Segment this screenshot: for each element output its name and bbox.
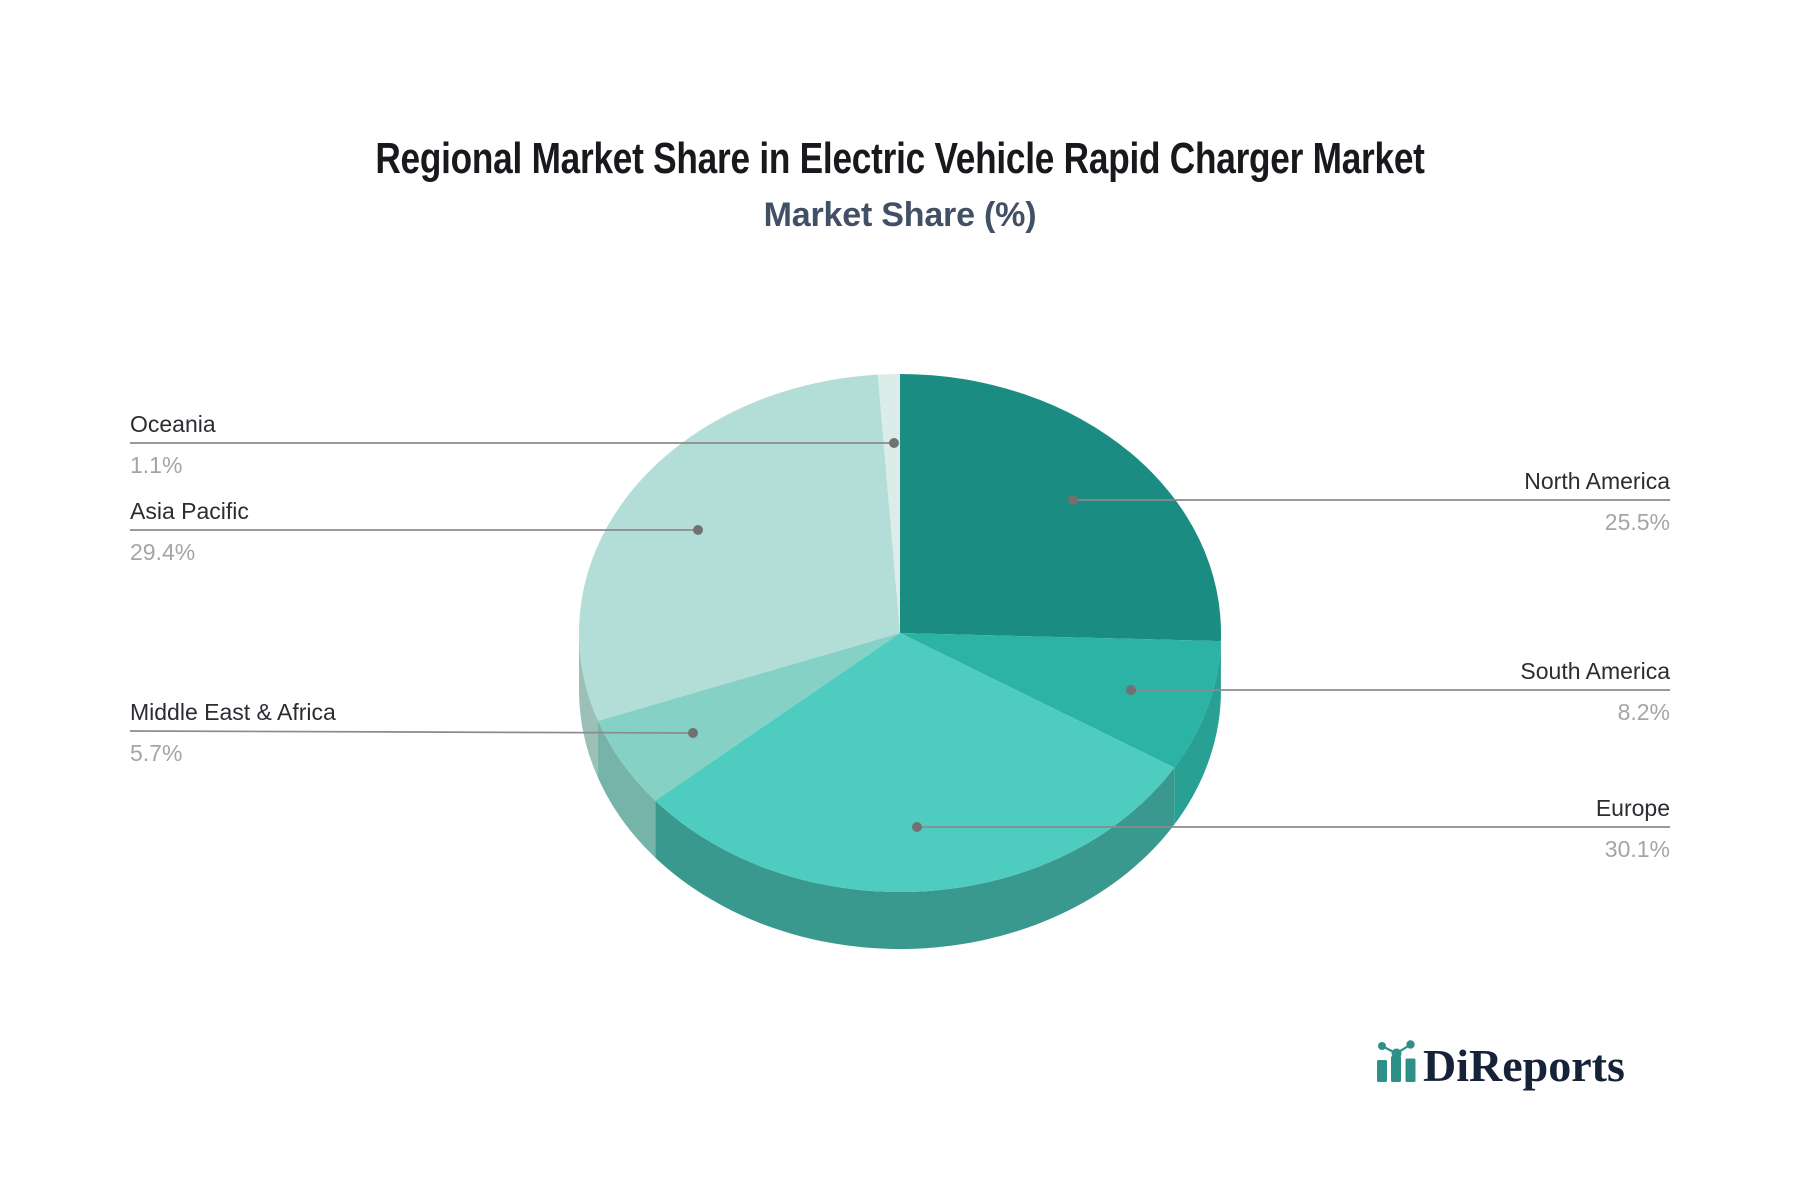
callout-label-asia-pacific: Asia Pacific [130,497,249,524]
callout-value-oceania: 1.1% [130,452,183,478]
callout-label-europe: Europe [1595,794,1670,821]
callout-value-middle-east-africa: 5.7% [130,740,183,766]
callout-label-middle-east-africa: Middle East & Africa [130,698,336,725]
pie-slice-side-middle-east-africa [597,720,656,858]
direports-logo-text: DiReports [1423,1040,1625,1091]
callout-value-asia-pacific: 29.4% [130,539,196,565]
callout-dot-europe [912,822,922,832]
direports-logo: DiReports [1376,1030,1666,1096]
chart-subtitle: Market Share (%) [763,196,1037,234]
callout-value-europe: 30.1% [1604,836,1670,862]
callout-dot-middle-east-africa [688,728,698,738]
callout-label-south-america: South America [1520,657,1670,684]
pie-slice-side-south-america [1174,641,1221,825]
callout-value-north-america: 25.5% [1604,509,1670,535]
pie-slice-side-europe [655,767,1175,949]
callout-dot-south-america [1126,685,1136,695]
pie-slice-middle-east-africa [597,633,900,801]
pie-tops-group [579,374,1221,893]
callout-value-south-america: 8.2% [1617,699,1670,725]
pie-sides-group [579,633,1221,949]
callout-dot-asia-pacific [693,525,703,535]
direports-logo-icon [1377,1040,1416,1082]
callout-line-middle-east-africa [129,730,694,734]
callout-lines-group [129,438,1670,832]
callout-label-north-america: North America [1524,467,1670,494]
pie-slice-side-asia-pacific [579,633,598,778]
callout-dot-north-america [1068,495,1078,505]
chart-title: Regional Market Share in Electric Vehicl… [375,134,1425,183]
pie-slice-north-america [900,374,1221,642]
pie-slice-asia-pacific [579,374,900,721]
callout-dot-oceania [889,438,899,448]
callout-label-oceania: Oceania [130,410,216,437]
pie-slice-south-america [900,633,1221,768]
